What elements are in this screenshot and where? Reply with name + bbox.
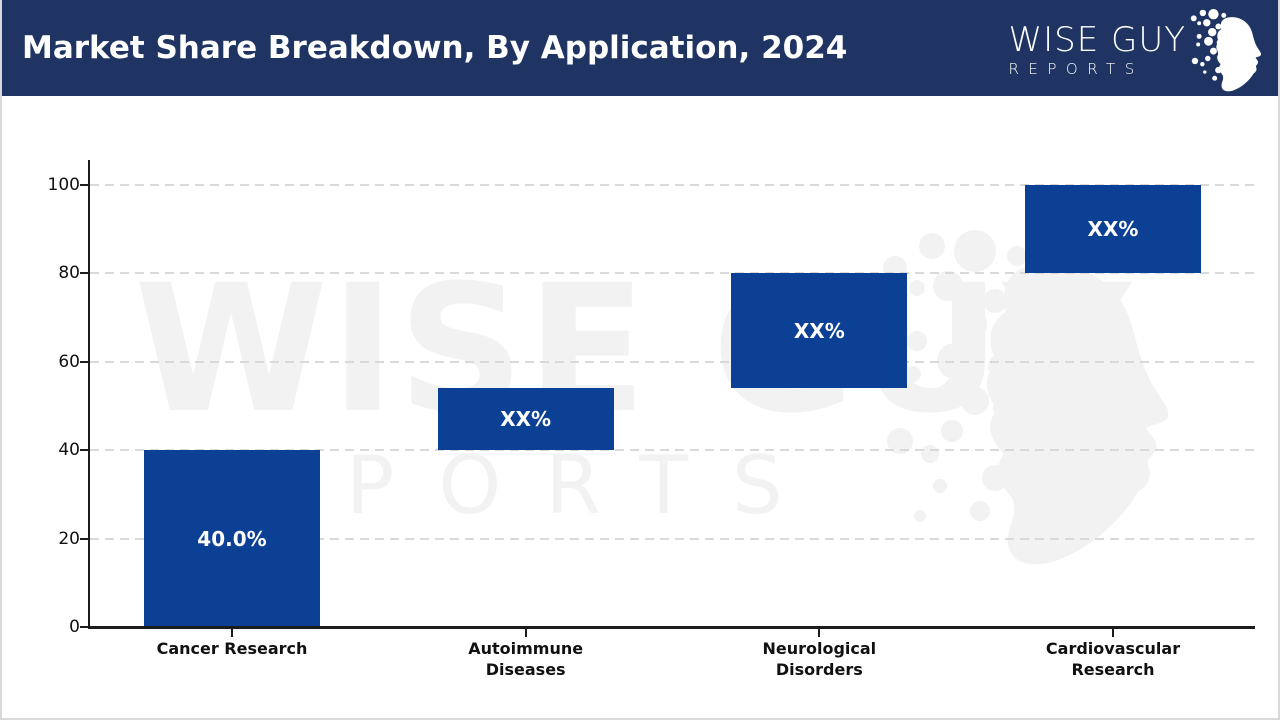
- y-tick-label: 40: [58, 440, 80, 461]
- y-tick-mark: [80, 626, 88, 628]
- y-tick-mark: [80, 184, 88, 186]
- bar-3: [731, 273, 908, 389]
- y-tick-mark: [80, 272, 88, 275]
- bar-1: [144, 450, 320, 627]
- bar-4: [1025, 185, 1201, 274]
- brand-logo: WISE GUY REPORTS: [1008, 8, 1264, 93]
- gridline-20: [90, 537, 1255, 540]
- bar-value-label: XX%: [500, 407, 552, 432]
- gridline-60: [90, 360, 1255, 363]
- x-category-label: Autoimmune Diseases: [468, 639, 584, 679]
- bar-value-label: XX%: [1087, 217, 1139, 242]
- gridline-40: [90, 449, 1255, 452]
- y-tick-mark: [80, 360, 88, 363]
- bar-2: [437, 388, 614, 451]
- brand-subname: REPORTS: [1008, 59, 1144, 78]
- brand-text: WISE GUY REPORTS: [1008, 20, 1186, 78]
- bar-value-label: XX%: [793, 318, 845, 343]
- y-tick-mark: [80, 449, 88, 452]
- header-bar: Market Share Breakdown, By Application, …: [2, 0, 1278, 96]
- gridline-100: [90, 184, 1255, 186]
- brand-head-icon: [1190, 8, 1262, 92]
- chart-title: Market Share Breakdown, By Application, …: [22, 30, 848, 66]
- watermark-head-icon: [883, 228, 1169, 565]
- y-tick-label: 100: [47, 175, 80, 195]
- x-axis-line: [88, 626, 1255, 629]
- x-tick-mark: [1112, 629, 1114, 637]
- x-category-label: Cancer Research: [156, 639, 308, 658]
- x-tick-mark: [231, 629, 233, 637]
- y-axis-line: [88, 160, 90, 629]
- x-category-label: Neurological Disorders: [762, 639, 877, 679]
- y-tick-mark: [80, 537, 88, 540]
- bar-value-label: 40.0%: [197, 526, 267, 551]
- y-tick-label: 20: [58, 528, 80, 549]
- y-tick-label: 80: [58, 263, 80, 284]
- x-tick-mark: [524, 629, 527, 637]
- x-category-label: Cardiovascular Research: [1045, 639, 1181, 679]
- gridline-80: [90, 272, 1255, 275]
- y-tick-label: 60: [58, 351, 80, 372]
- y-tick-label: 0: [69, 617, 80, 637]
- x-tick-mark: [818, 629, 821, 637]
- brand-name: WISE GUY: [1008, 20, 1186, 61]
